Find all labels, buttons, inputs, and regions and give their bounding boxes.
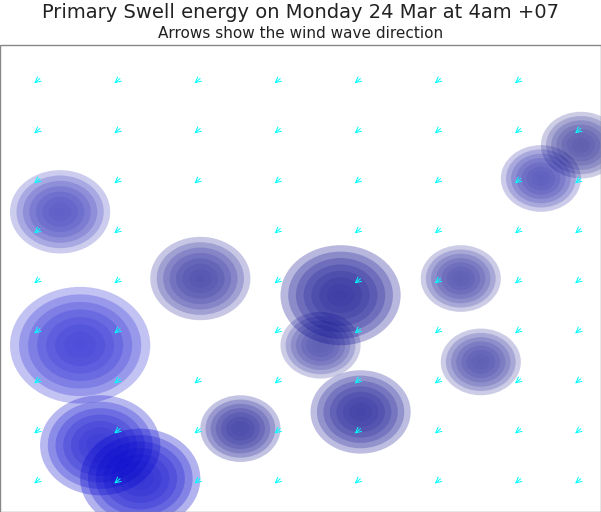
Ellipse shape [511,154,571,203]
Ellipse shape [426,249,496,308]
Ellipse shape [226,417,255,440]
Ellipse shape [421,245,501,312]
Ellipse shape [221,413,260,445]
Ellipse shape [436,258,486,299]
Ellipse shape [311,370,410,454]
Ellipse shape [200,395,281,462]
Ellipse shape [28,302,132,389]
Ellipse shape [343,397,379,427]
Ellipse shape [317,376,404,449]
Ellipse shape [567,133,595,157]
Ellipse shape [64,332,96,358]
Ellipse shape [16,176,104,248]
Ellipse shape [327,284,355,307]
Ellipse shape [46,317,114,374]
Ellipse shape [40,395,160,495]
Ellipse shape [522,162,560,195]
Ellipse shape [55,325,105,366]
Ellipse shape [183,264,218,293]
Ellipse shape [87,434,114,457]
Ellipse shape [447,267,475,290]
Ellipse shape [441,329,521,395]
Ellipse shape [169,253,231,304]
Ellipse shape [451,337,511,387]
Ellipse shape [431,254,490,303]
Ellipse shape [210,404,270,454]
Ellipse shape [323,381,398,443]
Ellipse shape [296,325,345,366]
Ellipse shape [546,116,601,174]
Ellipse shape [506,150,576,207]
Ellipse shape [319,278,362,313]
Ellipse shape [55,408,145,482]
Ellipse shape [29,186,91,238]
Ellipse shape [71,421,129,470]
Ellipse shape [551,120,601,170]
Ellipse shape [526,166,555,190]
Ellipse shape [330,387,391,438]
Ellipse shape [96,441,185,512]
Ellipse shape [23,181,97,243]
Text: Primary Swell energy on Monday 24 Mar at 4am +07: Primary Swell energy on Monday 24 Mar at… [42,3,559,22]
Ellipse shape [111,454,169,503]
Ellipse shape [157,242,244,315]
Ellipse shape [516,158,566,199]
Ellipse shape [296,258,385,332]
Ellipse shape [541,112,601,179]
Ellipse shape [37,309,123,381]
Ellipse shape [557,124,601,165]
Ellipse shape [501,145,581,212]
Ellipse shape [88,435,192,512]
Ellipse shape [19,294,141,396]
Ellipse shape [301,329,340,361]
Ellipse shape [231,421,249,436]
Ellipse shape [163,248,237,309]
Ellipse shape [189,269,212,288]
Ellipse shape [456,342,505,382]
Ellipse shape [119,461,162,497]
Ellipse shape [441,262,480,295]
Ellipse shape [337,392,385,432]
Ellipse shape [80,429,200,512]
Ellipse shape [42,197,78,227]
Ellipse shape [126,467,154,490]
Ellipse shape [281,245,401,345]
Ellipse shape [462,346,500,378]
Ellipse shape [79,428,121,463]
Ellipse shape [10,170,110,253]
Ellipse shape [63,415,137,476]
Ellipse shape [281,312,361,378]
Ellipse shape [176,258,225,299]
Ellipse shape [10,287,150,403]
Ellipse shape [561,129,600,161]
Ellipse shape [285,316,355,374]
Ellipse shape [288,251,393,339]
Ellipse shape [307,333,335,357]
Ellipse shape [150,237,251,320]
Ellipse shape [103,448,177,509]
Ellipse shape [446,333,516,391]
Text: Arrows show the wind wave direction: Arrows show the wind wave direction [158,26,443,41]
Ellipse shape [291,321,350,370]
Ellipse shape [36,191,84,232]
Ellipse shape [216,408,265,449]
Ellipse shape [48,402,153,489]
Ellipse shape [304,265,377,326]
Ellipse shape [206,399,275,458]
Ellipse shape [311,271,370,319]
Ellipse shape [349,402,372,421]
Ellipse shape [466,350,495,374]
